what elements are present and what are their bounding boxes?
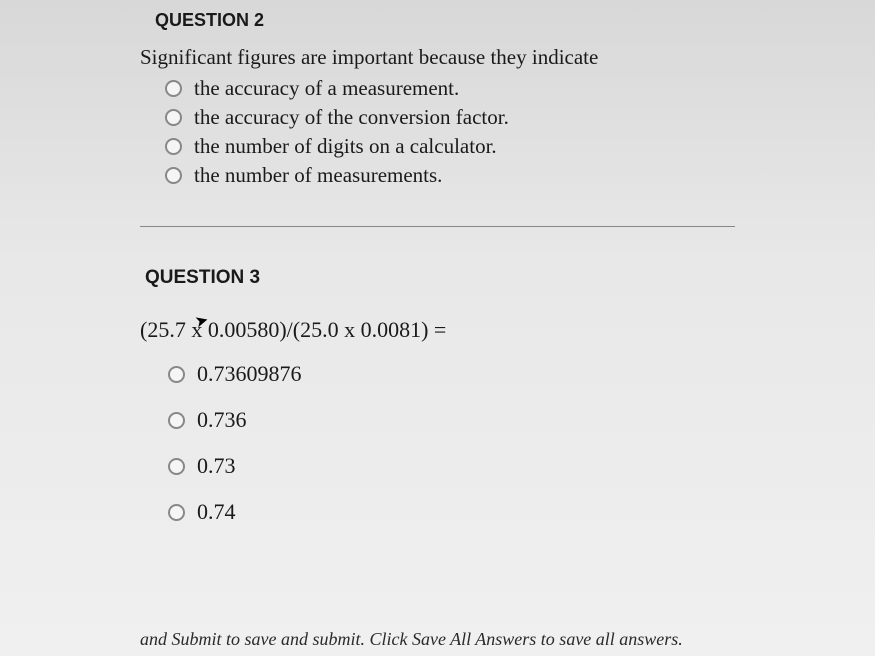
- option-text: the accuracy of the conversion factor.: [194, 105, 509, 130]
- option-text: 0.736: [197, 407, 247, 433]
- option-text: 0.74: [197, 499, 236, 525]
- option-row[interactable]: 0.74: [168, 499, 835, 525]
- option-text: 0.73609876: [197, 361, 302, 387]
- radio-icon[interactable]: [165, 80, 182, 97]
- radio-icon[interactable]: [165, 138, 182, 155]
- radio-icon[interactable]: [165, 167, 182, 184]
- question-3-options: 0.73609876 0.736 0.73 0.74: [168, 361, 835, 525]
- question-2-prompt: Significant figures are important becaus…: [140, 45, 835, 70]
- option-text: 0.73: [197, 453, 236, 479]
- option-text: the number of digits on a calculator.: [194, 134, 497, 159]
- question-3-header: QUESTION 3: [145, 267, 835, 289]
- radio-icon[interactable]: [168, 504, 185, 521]
- radio-icon[interactable]: [165, 109, 182, 126]
- option-row[interactable]: the number of measurements.: [165, 163, 835, 188]
- option-row[interactable]: the accuracy of a measurement.: [165, 76, 835, 101]
- question-divider: [140, 226, 735, 227]
- question-2-header: QUESTION 2: [155, 10, 835, 31]
- question-2-block: QUESTION 2 Significant figures are impor…: [40, 10, 835, 188]
- question-3-prompt-text: (25.7 x 0.00580)/(25.0 x 0.0081) =: [140, 317, 446, 342]
- question-3-prompt: (25.7 x 0.00580)/(25.0 x 0.0081) = ➤: [140, 317, 835, 343]
- question-3-block: QUESTION 3 (25.7 x 0.00580)/(25.0 x 0.00…: [40, 267, 835, 525]
- radio-icon[interactable]: [168, 366, 185, 383]
- quiz-page: QUESTION 2 Significant figures are impor…: [0, 0, 875, 525]
- option-row[interactable]: 0.73609876: [168, 361, 835, 387]
- option-row[interactable]: 0.736: [168, 407, 835, 433]
- option-text: the accuracy of a measurement.: [194, 76, 459, 101]
- footer-instructions: and Submit to save and submit. Click Sav…: [140, 629, 683, 650]
- radio-icon[interactable]: [168, 412, 185, 429]
- option-text: the number of measurements.: [194, 163, 442, 188]
- radio-icon[interactable]: [168, 458, 185, 475]
- option-row[interactable]: the accuracy of the conversion factor.: [165, 105, 835, 130]
- option-row[interactable]: 0.73: [168, 453, 835, 479]
- question-2-options: the accuracy of a measurement. the accur…: [165, 76, 835, 188]
- option-row[interactable]: the number of digits on a calculator.: [165, 134, 835, 159]
